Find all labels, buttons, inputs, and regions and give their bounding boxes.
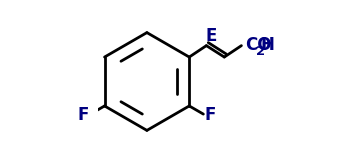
Text: 2: 2 <box>256 44 265 58</box>
Text: H: H <box>260 36 274 54</box>
Text: F: F <box>78 106 89 124</box>
Text: CO: CO <box>245 36 271 54</box>
Text: E: E <box>206 27 217 45</box>
Text: F: F <box>205 106 216 124</box>
